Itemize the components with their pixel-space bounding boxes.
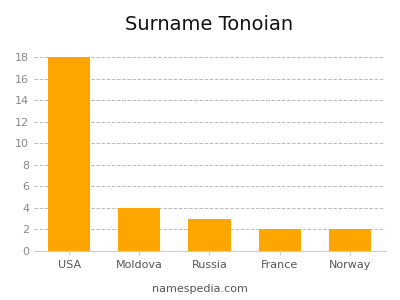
Text: namespedia.com: namespedia.com	[152, 284, 248, 294]
Bar	[188, 219, 230, 251]
Bar	[118, 208, 160, 251]
Bar	[48, 57, 90, 251]
Bar	[329, 230, 371, 251]
Title: Surname Tonoian: Surname Tonoian	[126, 15, 294, 34]
Bar	[259, 230, 301, 251]
